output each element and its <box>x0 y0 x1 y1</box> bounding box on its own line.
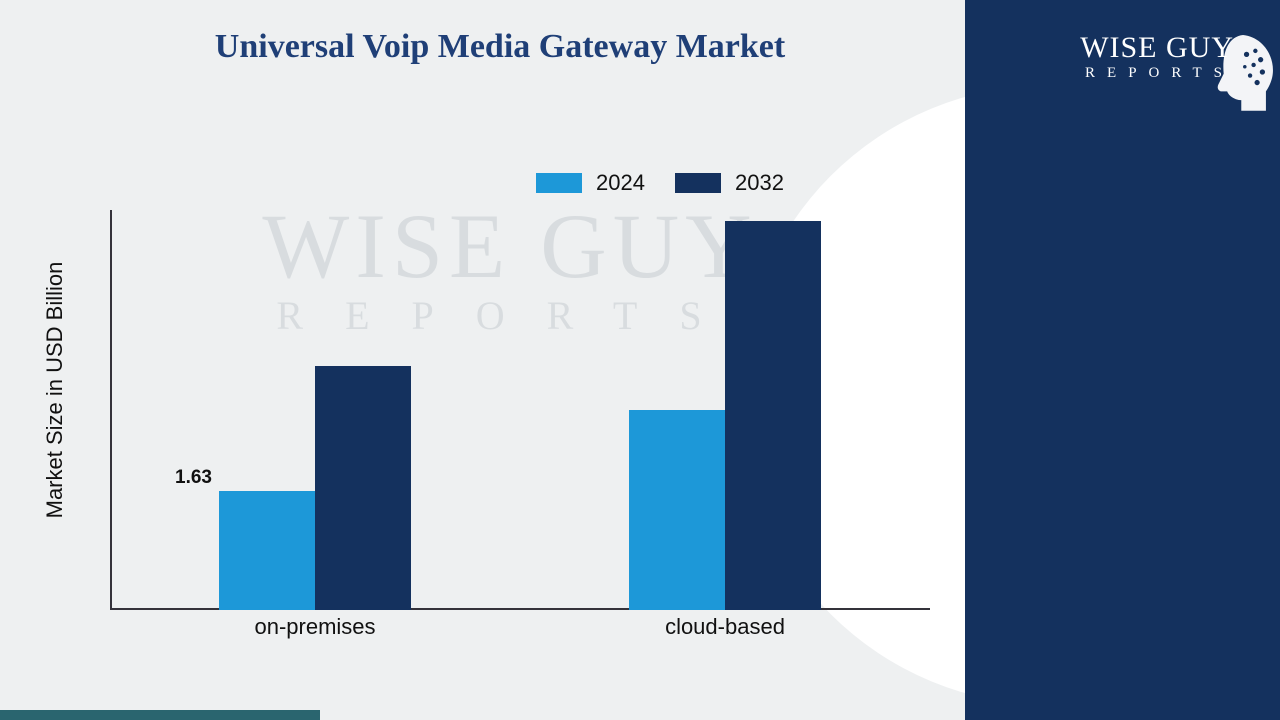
legend-item-2024: 2024 <box>536 170 645 196</box>
bar-2024 <box>219 491 315 610</box>
group-cloud-based: cloud-based <box>520 210 930 610</box>
brand-line1: WISE GUY <box>1080 32 1234 64</box>
legend-swatch <box>536 173 582 193</box>
brand-line2: REPORTS <box>1080 66 1234 82</box>
chart-canvas: WISE GUY REPORTS Universal Voip Media Ga… <box>0 0 1280 720</box>
category-label: cloud-based <box>665 614 785 640</box>
bar-2032 <box>725 221 821 610</box>
plot-area: on-premises 1.63 cloud-based <box>110 210 930 640</box>
category-label: on-premises <box>254 614 375 640</box>
chart-title: Universal Voip Media Gateway Market <box>60 28 940 66</box>
legend-label: 2032 <box>735 170 784 196</box>
value-label: 1.63 <box>175 467 212 489</box>
brand-logo-text: WISE GUY REPORTS <box>1080 32 1234 81</box>
bar-2024 <box>629 410 725 610</box>
group-on-premises: on-premises 1.63 <box>110 210 520 610</box>
y-axis-label: Market Size in USD Billion <box>42 262 68 519</box>
bar-2032 <box>315 366 411 610</box>
legend-label: 2024 <box>596 170 645 196</box>
legend-swatch <box>675 173 721 193</box>
bar-groups: on-premises 1.63 cloud-based <box>110 210 930 610</box>
legend-item-2032: 2032 <box>675 170 784 196</box>
bottom-accent-bar <box>0 710 320 720</box>
legend: 2024 2032 <box>480 170 840 196</box>
